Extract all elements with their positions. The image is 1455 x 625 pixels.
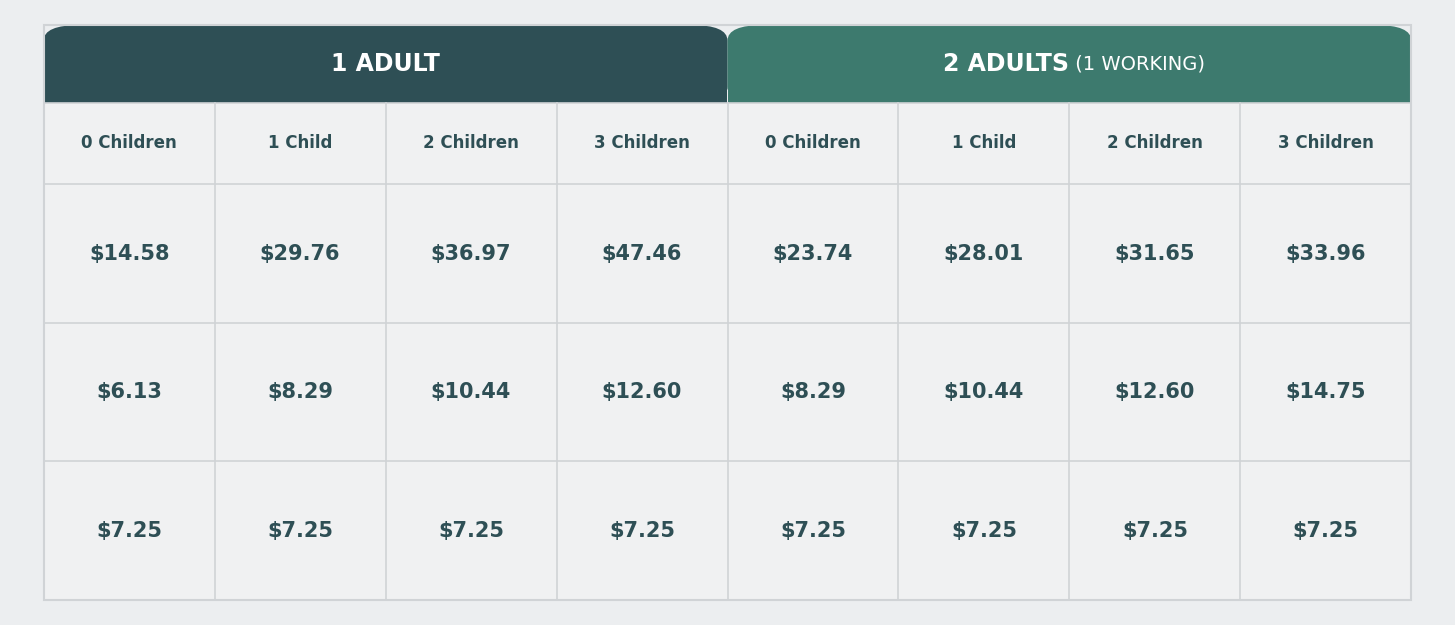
Text: 2 Children: 2 Children <box>1107 134 1203 152</box>
Text: $7.25: $7.25 <box>952 521 1017 541</box>
Text: $7.25: $7.25 <box>438 521 503 541</box>
Bar <box>44 461 1411 600</box>
Text: $7.25: $7.25 <box>780 521 845 541</box>
Text: $7.25: $7.25 <box>1293 521 1359 541</box>
Text: $29.76: $29.76 <box>260 244 340 264</box>
Text: 2 Children: 2 Children <box>423 134 519 152</box>
Bar <box>44 184 1411 323</box>
Text: $12.60: $12.60 <box>602 382 682 402</box>
FancyBboxPatch shape <box>44 25 727 102</box>
Text: $10.44: $10.44 <box>944 382 1024 402</box>
FancyBboxPatch shape <box>728 25 1411 102</box>
Text: $7.25: $7.25 <box>268 521 333 541</box>
Bar <box>728 68 1411 102</box>
Text: 1 Child: 1 Child <box>268 134 332 152</box>
Text: 2 ADULTS: 2 ADULTS <box>943 52 1069 76</box>
Text: $31.65: $31.65 <box>1115 244 1195 264</box>
Text: $8.29: $8.29 <box>780 382 845 402</box>
Text: 0 Children: 0 Children <box>81 134 178 152</box>
Text: $23.74: $23.74 <box>773 244 853 264</box>
Text: $14.58: $14.58 <box>89 244 169 264</box>
Text: (1 WORKING): (1 WORKING) <box>1069 54 1205 73</box>
Text: 1 ADULT: 1 ADULT <box>332 52 439 76</box>
Text: $6.13: $6.13 <box>96 382 162 402</box>
Text: $7.25: $7.25 <box>610 521 675 541</box>
Text: 1 Child: 1 Child <box>952 134 1016 152</box>
Bar <box>44 323 1411 461</box>
Text: $7.25: $7.25 <box>96 521 162 541</box>
Bar <box>44 68 727 102</box>
Bar <box>44 102 1411 184</box>
Text: $14.75: $14.75 <box>1286 382 1366 402</box>
Text: 3 Children: 3 Children <box>594 134 690 152</box>
Text: $28.01: $28.01 <box>944 244 1024 264</box>
Text: 3 Children: 3 Children <box>1277 134 1374 152</box>
Text: $12.60: $12.60 <box>1115 382 1195 402</box>
Text: $33.96: $33.96 <box>1286 244 1366 264</box>
Text: $36.97: $36.97 <box>431 244 511 264</box>
Text: $7.25: $7.25 <box>1122 521 1187 541</box>
Text: $47.46: $47.46 <box>602 244 682 264</box>
Text: 0 Children: 0 Children <box>765 134 861 152</box>
Text: $8.29: $8.29 <box>268 382 333 402</box>
Text: $10.44: $10.44 <box>431 382 511 402</box>
